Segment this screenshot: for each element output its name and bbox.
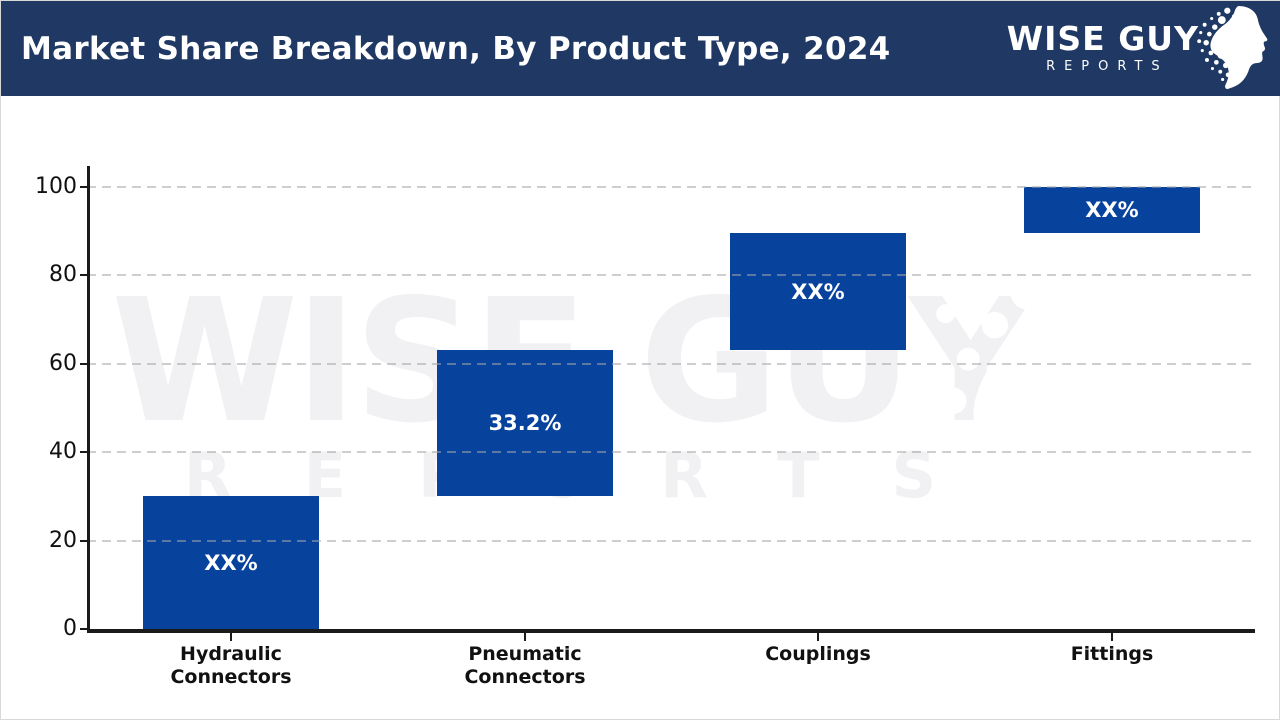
x-axis-tick — [230, 632, 232, 641]
logo-wordmark: WISE GUY — [1006, 19, 1199, 58]
y-axis-line — [87, 166, 90, 633]
x-axis-tick — [524, 632, 526, 641]
x-axis-category-label: Couplings — [765, 643, 871, 665]
x-axis-tick — [1111, 632, 1113, 641]
page-title: Market Share Breakdown, By Product Type,… — [21, 30, 891, 67]
header-bar: Market Share Breakdown, By Product Type,… — [1, 1, 1280, 96]
y-axis-tick-label: 40 — [49, 439, 77, 465]
bar-value-label: XX% — [204, 550, 258, 575]
gridline — [87, 274, 1255, 277]
y-axis-tick-label: 100 — [35, 174, 77, 199]
y-axis-tick-label: 60 — [49, 350, 77, 376]
gridline — [87, 362, 1255, 365]
bar-value-label: 33.2% — [488, 411, 562, 435]
logo-subtext: REPORTS — [1046, 59, 1169, 74]
gridline — [87, 539, 1255, 542]
bar-segment: XX% — [143, 496, 319, 629]
y-axis-tick-label: 0 — [63, 616, 77, 641]
bar-segment: XX% — [1024, 187, 1200, 234]
wiseguy-logo: WISE GUY REPORTS — [1007, 1, 1273, 96]
y-axis-tick — [80, 274, 87, 277]
y-axis-tick — [80, 628, 87, 630]
y-axis-tick — [80, 186, 87, 188]
x-axis-line — [87, 629, 1255, 633]
x-axis-category-label: Fittings — [1070, 643, 1154, 665]
logo-text: WISE GUY REPORTS — [1006, 19, 1199, 75]
x-axis-category-label: Pneumatic Connectors — [464, 643, 586, 688]
y-axis-tick — [80, 451, 87, 454]
x-axis-category-label: Hydraulic Connectors — [170, 643, 292, 688]
y-axis-tick-label: 80 — [49, 262, 77, 288]
x-axis-tick — [817, 632, 819, 641]
wiseguy-head-icon — [1197, 6, 1268, 90]
bar-segment: 33.2% — [437, 349, 613, 497]
y-axis-tick — [80, 362, 87, 365]
gridline — [87, 451, 1255, 454]
y-axis-tick-label: 20 — [49, 527, 77, 553]
bar-value-label: XX% — [1085, 198, 1139, 223]
bar-value-label: XX% — [791, 279, 845, 304]
y-axis-tick — [80, 539, 87, 542]
gridline — [87, 186, 1255, 188]
bar-segment: XX% — [730, 233, 906, 350]
